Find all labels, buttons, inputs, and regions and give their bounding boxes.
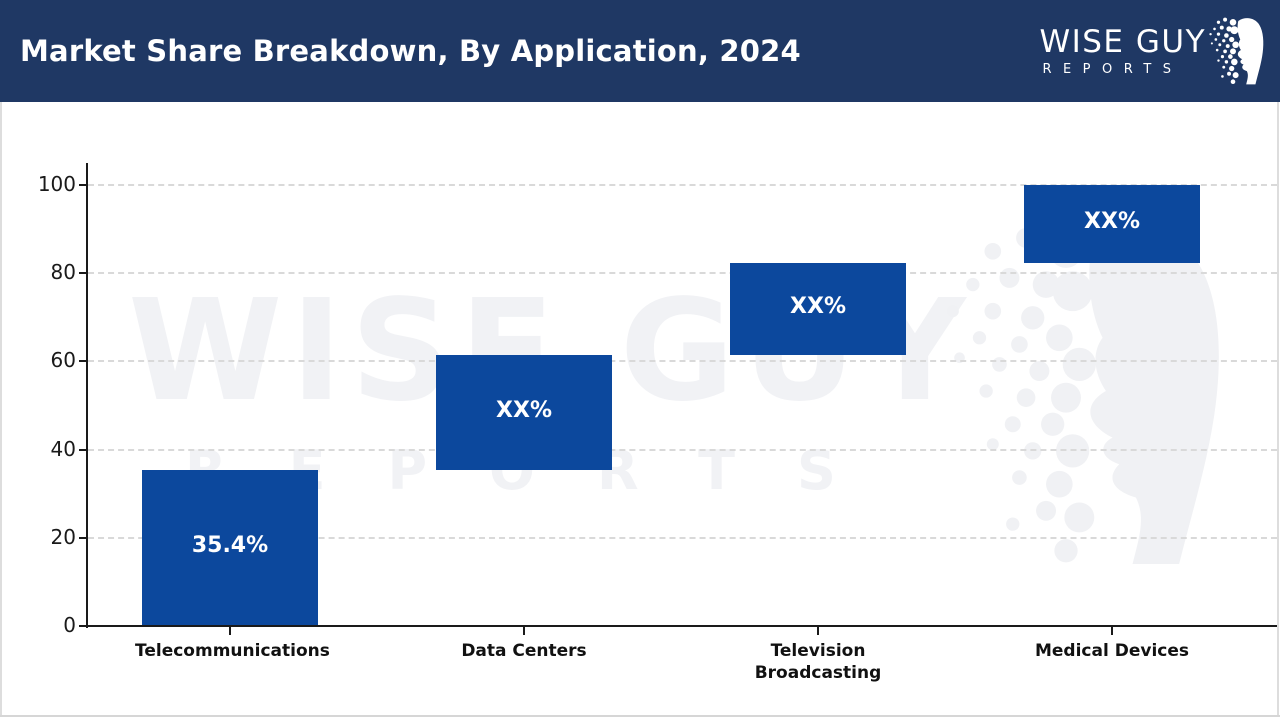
gridline-20 [88,536,1277,539]
gridline-40 [88,448,1277,451]
gridline-60 [88,360,1277,363]
x-tick-1 [523,627,525,635]
y-tick-40 [79,448,88,451]
bar-medical-devices [1024,185,1200,263]
x-tick-2 [817,627,819,635]
bar-value-label: XX% [496,397,552,423]
bar-value-label: XX% [790,293,846,319]
bar-value-label: 35.4% [191,532,269,558]
bar-television-broadcasting [730,262,906,356]
category-label-3: Medical Devices [1034,641,1189,661]
y-tick-60 [79,360,88,363]
gridline-100 [88,184,1277,187]
header-bar: Market Share Breakdown, By Application, … [0,0,1280,102]
y-tick-label-0: 0 [63,613,76,637]
frame-border-right [1277,102,1279,717]
bar-data-centers [436,355,612,470]
y-tick-100 [79,184,88,187]
wise-guy-reports-logo: WISE GUY REPORTS [1039,6,1266,98]
y-tick-80 [79,272,88,275]
y-tick-0 [79,625,88,627]
logo-reports-text: REPORTS [1042,62,1183,77]
logo-dotted-head-icon [1200,10,1266,94]
category-label-2: Television Broadcasting [754,641,882,684]
y-tick-20 [79,536,88,539]
y-tick-label-100: 100 [37,172,76,197]
bar-telecommunications [142,469,318,626]
frame-border-left [0,102,2,717]
gridline-80 [88,272,1277,275]
y-tick-label-40: 40 [50,436,76,461]
logo-text: WISE GUY REPORTS [1039,24,1206,78]
bar-value-label: XX% [1084,208,1140,234]
y-tick-label-80: 80 [50,260,76,285]
logo-wiseguy-text: WISE GUY [1039,24,1206,60]
category-label-1: Data Centers [461,641,587,661]
x-axis-line [86,625,1277,627]
y-tick-label-20: 20 [50,524,76,549]
x-tick-0 [229,627,231,635]
page-title: Market Share Breakdown, By Application, … [20,34,801,68]
y-tick-label-60: 60 [50,348,76,373]
y-axis-line [86,163,88,628]
frame-border-bottom [0,715,1280,717]
x-tick-3 [1111,627,1113,635]
category-label-0: Telecommunications [135,641,330,661]
